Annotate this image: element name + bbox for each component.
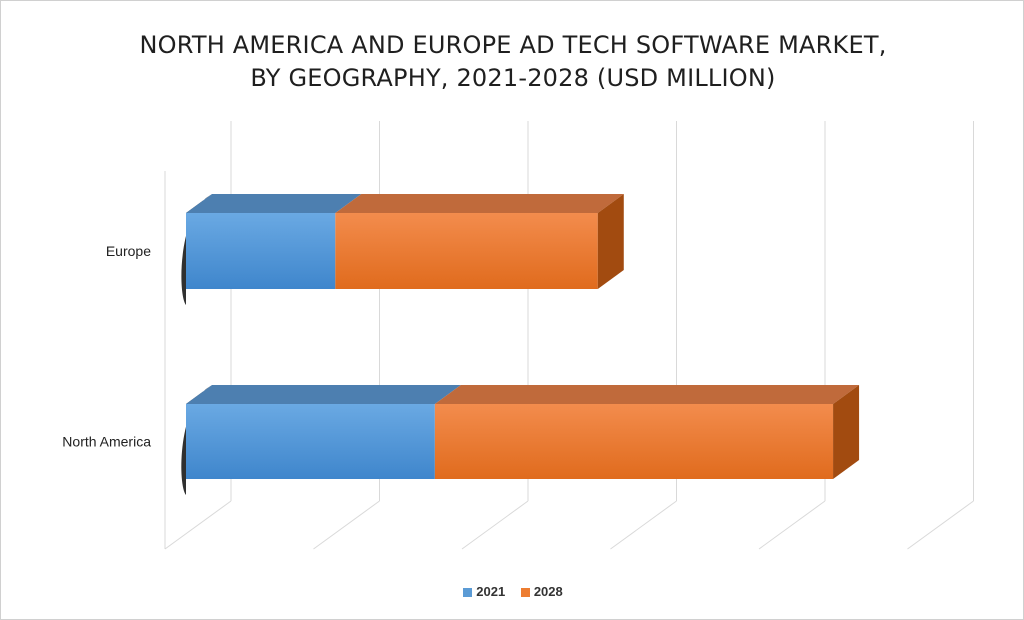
bar-top-north-america-2021 <box>186 385 461 404</box>
gridline-floor <box>907 500 974 550</box>
bar-north-america-2028 <box>434 404 834 479</box>
plot-area: Europe North America <box>62 121 974 550</box>
bar-europe-2021 <box>186 213 336 289</box>
bars <box>181 194 860 495</box>
legend-swatch-2028 <box>520 588 530 597</box>
gridline-floor <box>610 500 677 550</box>
bar-europe-2028 <box>335 213 598 289</box>
category-axis: Europe North America <box>62 243 151 450</box>
legend-item-2028: 2028 <box>520 584 563 599</box>
legend-label-2021: 2021 <box>476 584 506 599</box>
gridline-floor <box>758 500 826 550</box>
gridlines <box>164 121 974 550</box>
gridline-floor <box>164 500 232 550</box>
bar-top-north-america-2028 <box>434 385 860 404</box>
category-label-1: North America <box>62 434 151 450</box>
gridline-floor <box>461 500 529 550</box>
category-label-0: Europe <box>106 243 151 259</box>
bar-side-north-america-2028 <box>833 385 860 479</box>
legend-label-2028: 2028 <box>533 584 563 599</box>
bar-top-europe-2028 <box>335 194 624 213</box>
chart-title: NORTH AMERICA AND EUROPE AD TECH SOFTWAR… <box>1 29 1024 95</box>
bar-side-europe-2028 <box>597 194 624 289</box>
gridline-floor <box>313 500 380 550</box>
legend-item-2021: 2021 <box>463 584 505 599</box>
chart-title-line-2: BY GEOGRAPHY, 2021-2028 (USD MILLION) <box>250 64 776 92</box>
legend: 2021 2028 <box>1 584 1024 599</box>
bar-top-europe-2021 <box>186 194 362 213</box>
legend-swatch-2021 <box>463 588 473 597</box>
chart-title-line-1: NORTH AMERICA AND EUROPE AD TECH SOFTWAR… <box>139 31 887 59</box>
bar-north-america-2021 <box>186 404 435 479</box>
